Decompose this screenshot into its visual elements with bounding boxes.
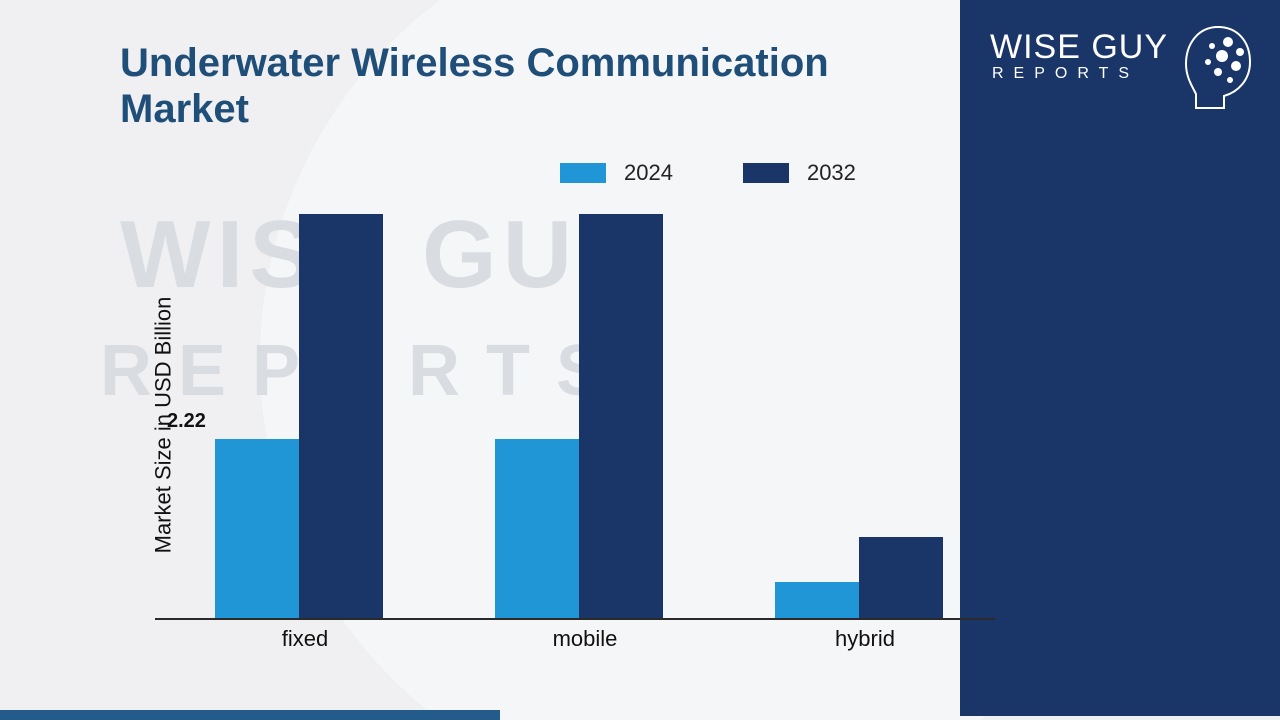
legend-item-2032: 2032 — [743, 160, 856, 186]
bar-hybrid-2032 — [859, 537, 943, 618]
bar-fixed-2032 — [299, 214, 383, 618]
plot-region: fixedmobilehybrid2.22 — [155, 200, 995, 620]
value-label: 2.22 — [167, 410, 206, 433]
bar-mobile-2024 — [495, 439, 579, 618]
x-label-hybrid: hybrid — [775, 626, 955, 652]
chart-title: Underwater Wireless Communication Market — [120, 40, 860, 132]
bar-fixed-2024 — [215, 439, 299, 618]
legend-label-2032: 2032 — [807, 160, 856, 186]
brand-logo: WISE GUY REPORTS — [990, 28, 1250, 83]
chart-area: Market Size in USD Billion fixedmobilehy… — [95, 190, 995, 660]
legend-item-2024: 2024 — [560, 160, 673, 186]
x-label-mobile: mobile — [495, 626, 675, 652]
legend-swatch-2032 — [743, 163, 789, 183]
legend-swatch-2024 — [560, 163, 606, 183]
stage: WISE GUY REPORTS Underwater Wireless Com… — [0, 0, 1280, 720]
legend: 2024 2032 — [560, 160, 856, 186]
head-dots-icon — [1178, 22, 1258, 112]
bar-mobile-2032 — [579, 214, 663, 618]
bar-hybrid-2024 — [775, 582, 859, 618]
x-label-fixed: fixed — [215, 626, 395, 652]
legend-label-2024: 2024 — [624, 160, 673, 186]
bottom-accent-bar — [0, 710, 500, 720]
